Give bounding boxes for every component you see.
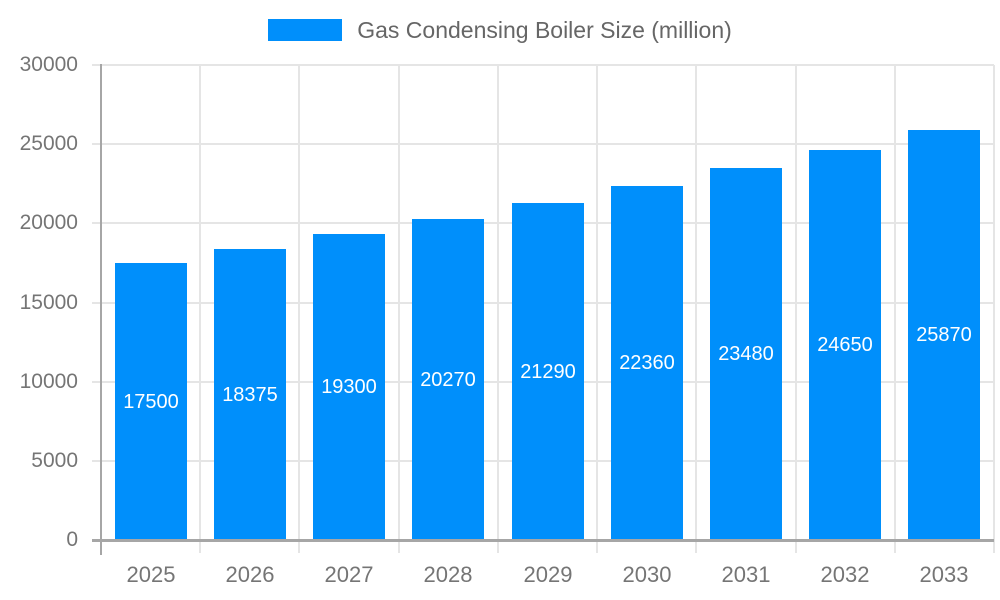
x-tick-label: 2032 (820, 562, 870, 587)
x-tick-label: 2033 (919, 562, 969, 587)
y-tick-label: 20000 (19, 211, 78, 234)
gridline-horizontal (92, 143, 994, 145)
gridline-vertical (894, 65, 896, 553)
gridline-vertical (695, 65, 697, 553)
y-axis-line (100, 64, 102, 555)
bar-value-label: 23480 (718, 343, 774, 365)
gridline-horizontal (92, 64, 994, 66)
bar[interactable] (908, 130, 980, 540)
bar-value-label: 24650 (817, 334, 873, 356)
gridline-vertical (596, 65, 598, 553)
bar[interactable] (214, 249, 286, 540)
x-tick-label: 2031 (721, 562, 771, 587)
bar-value-label: 17500 (123, 391, 179, 413)
bar[interactable] (611, 186, 683, 540)
y-tick-label: 0 (66, 528, 78, 551)
x-axis-line (92, 539, 994, 542)
x-tick-label: 2029 (523, 562, 573, 587)
x-tick-label: 2025 (126, 562, 176, 587)
y-tick-label: 25000 (19, 132, 78, 155)
bar[interactable] (710, 168, 782, 540)
x-tick-label: 2027 (324, 562, 374, 587)
bar[interactable] (512, 203, 584, 540)
gridline-vertical (993, 65, 995, 553)
legend[interactable]: Gas Condensing Boiler Size (million) (0, 17, 1000, 43)
y-tick-label: 5000 (31, 449, 78, 472)
bar[interactable] (313, 234, 385, 540)
bar-value-label: 21290 (520, 361, 576, 383)
bar-value-label: 25870 (916, 324, 972, 346)
legend-label: Gas Condensing Boiler Size (million) (357, 17, 732, 43)
bar[interactable] (115, 263, 187, 540)
gridline-vertical (298, 65, 300, 553)
y-tick-label: 15000 (19, 291, 78, 314)
x-tick-label: 2028 (423, 562, 473, 587)
gridline-vertical (795, 65, 797, 553)
bar-value-label: 20270 (420, 369, 476, 391)
x-tick-label: 2026 (225, 562, 275, 587)
bar-value-label: 22360 (619, 352, 675, 374)
gridline-vertical (398, 65, 400, 553)
y-tick-label: 10000 (19, 370, 78, 393)
bar[interactable] (809, 150, 881, 540)
bar-value-label: 18375 (222, 384, 278, 406)
legend-swatch-icon (268, 19, 343, 41)
x-tick-label: 2030 (622, 562, 672, 587)
bar[interactable] (412, 219, 484, 540)
gridline-vertical (199, 65, 201, 553)
bar-value-label: 19300 (321, 376, 377, 398)
y-tick-label: 30000 (19, 53, 78, 76)
gridline-vertical (497, 65, 499, 553)
